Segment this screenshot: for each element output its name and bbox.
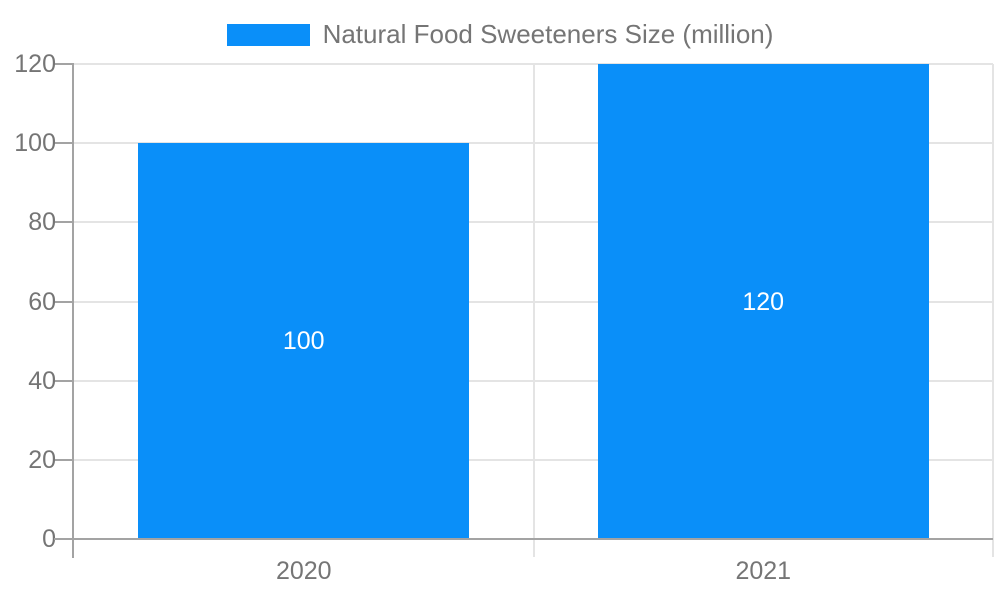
y-axis-tick [54,300,74,303]
y-axis-tick [54,458,74,461]
y-axis-tick [54,221,74,224]
x-tick-label: 2020 [275,557,332,585]
y-tick-label: 80 [28,208,56,237]
y-axis-line [72,64,74,558]
gridline-vertical [532,64,535,557]
y-tick-label: 20 [28,445,56,474]
x-tick-label: 2021 [735,557,792,585]
y-tick-label: 40 [28,366,56,395]
y-tick-label: 100 [14,129,56,158]
y-axis-tick [54,63,74,65]
y-axis-tick [54,142,74,145]
y-tick-label: 120 [14,50,56,78]
y-axis-tick [54,379,74,382]
bar: 100 [138,143,470,539]
bar: 120 [597,64,929,539]
y-tick-label: 0 [42,525,56,553]
x-axis-line [54,538,993,540]
gridline-vertical [992,64,994,557]
bar-value-label: 120 [742,287,785,316]
bar-value-label: 100 [282,327,325,356]
y-tick-label: 60 [28,287,56,316]
